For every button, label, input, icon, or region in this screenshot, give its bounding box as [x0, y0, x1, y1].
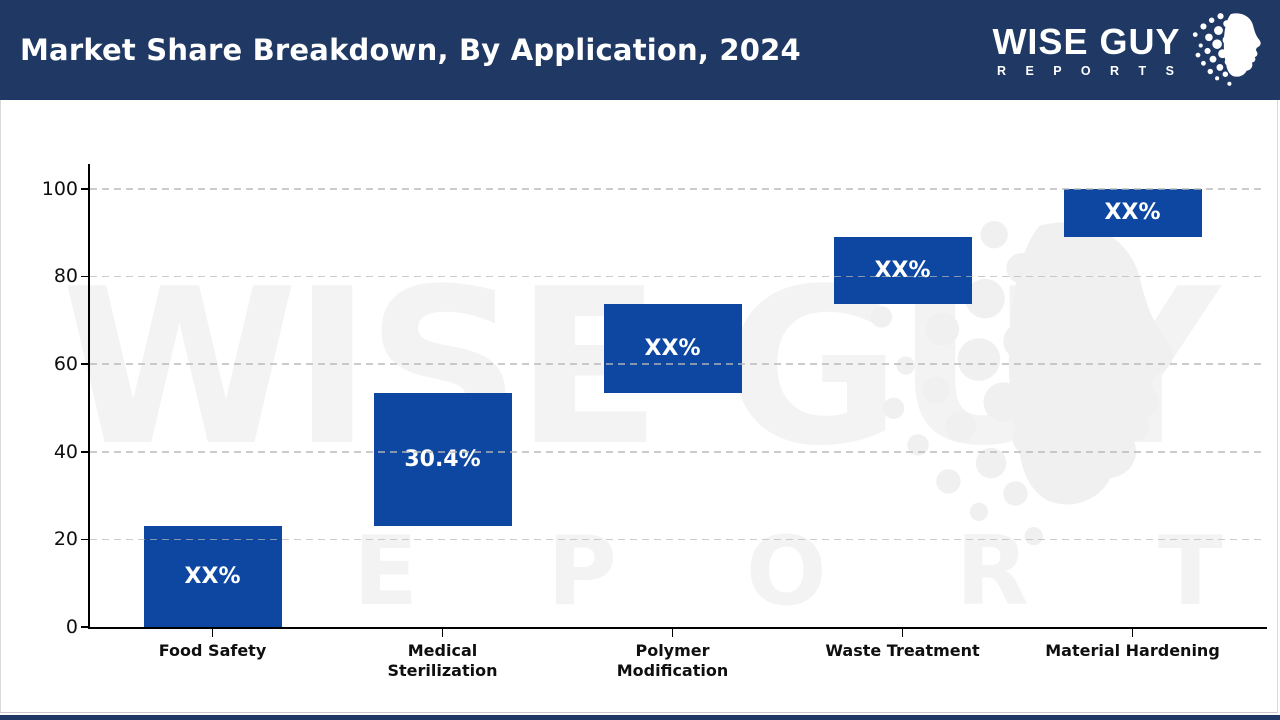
- x-tick: [441, 629, 444, 637]
- category-label: Medical Sterilization: [387, 641, 498, 680]
- y-tick-label: 40: [53, 440, 78, 463]
- category-label: Material Hardening: [1045, 641, 1220, 660]
- gridline: [90, 538, 1266, 541]
- y-tick: [81, 538, 89, 541]
- plot: 0 20 40 60 80 100 XX% Food Safety 30.4% Medical St…: [1, 100, 1277, 712]
- bar-value-label: XX%: [1104, 200, 1161, 226]
- category-label: Waste Treatment: [825, 641, 980, 660]
- bar-segment: 30.4%: [373, 393, 512, 527]
- bar-segment: XX%: [1063, 188, 1202, 237]
- bar-value-label: XX%: [874, 258, 931, 284]
- y-tick: [81, 363, 89, 365]
- logo-wordmark: WISE GUY: [992, 21, 1181, 62]
- logo-subtext: R E P O R T S: [996, 64, 1182, 78]
- bar-segment: XX%: [603, 304, 742, 393]
- y-tick: [81, 275, 89, 278]
- chart-area: WISE GUY R E P O R T S 020406080100XX%Fo…: [0, 100, 1278, 713]
- y-tick-label: 20: [53, 528, 78, 551]
- y-tick: [81, 626, 89, 628]
- logo-face-icon: [1188, 10, 1264, 92]
- y-axis-line: [88, 164, 90, 629]
- bar-segment: XX%: [143, 526, 282, 627]
- y-tick-label: 80: [53, 265, 78, 288]
- watermark-subtext: R E P O R T S: [151, 517, 1277, 627]
- x-tick: [211, 629, 214, 637]
- x-axis-line: [88, 627, 1267, 629]
- bar-segment: XX%: [833, 237, 972, 305]
- bar-value-label: XX%: [184, 564, 241, 590]
- y-tick-label: 0: [65, 616, 78, 638]
- y-tick-label: 60: [53, 353, 78, 376]
- category-label: Polymer Modification: [616, 641, 729, 680]
- bar-value-label: XX%: [644, 336, 701, 361]
- x-tick: [671, 629, 674, 637]
- y-tick: [81, 450, 89, 453]
- footer-strip: [0, 715, 1280, 720]
- gridline: [90, 450, 1266, 453]
- gridline: [90, 275, 1266, 278]
- x-tick: [1131, 629, 1134, 637]
- page-title: Market Share Breakdown, By Application, …: [20, 33, 801, 67]
- gridline: [90, 188, 1266, 190]
- category-label: Food Safety: [158, 641, 267, 660]
- x-tick: [901, 629, 904, 637]
- y-tick-label: 100: [41, 177, 78, 200]
- wiseguy-logo: WISE GUY R E P O R T S: [991, 8, 1264, 94]
- header-bar: Market Share Breakdown, By Application, …: [0, 0, 1280, 100]
- y-tick: [81, 188, 89, 190]
- gridline: [90, 363, 1266, 365]
- logo-text: WISE GUY R E P O R T S: [991, 21, 1182, 79]
